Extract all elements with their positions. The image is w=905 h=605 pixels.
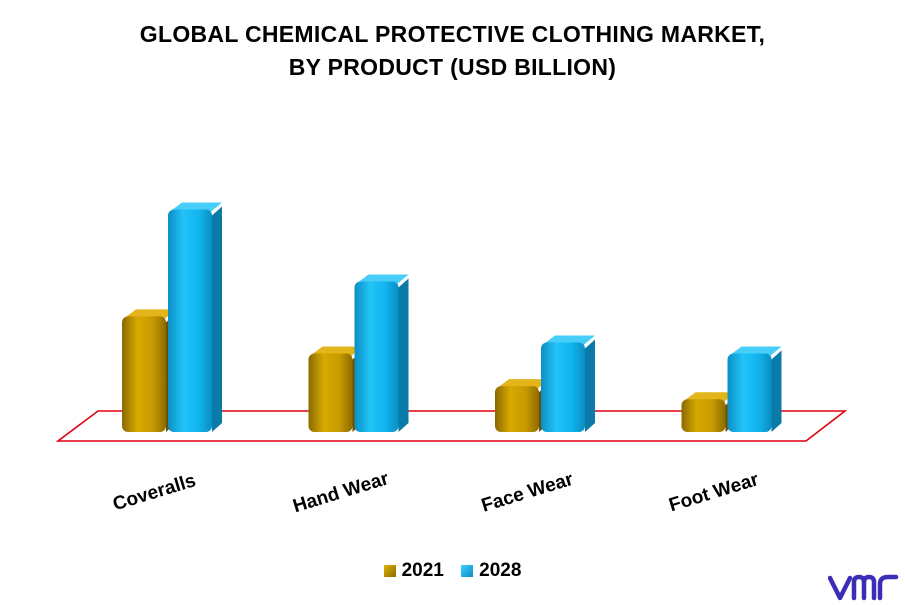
chart-title: GLOBAL CHEMICAL PROTECTIVE CLOTHING MARK… (0, 18, 905, 84)
bar-2028-hand-wear (354, 274, 409, 432)
legend-item-2021: 2021 (383, 560, 444, 582)
legend-swatch-2028 (461, 565, 474, 577)
legend-label-2021: 2021 (401, 560, 444, 581)
bar-2021-hand-wear (308, 346, 363, 432)
chart-floor (55, 410, 848, 442)
chart-title-line-1: GLOBAL CHEMICAL PROTECTIVE CLOTHING MARK… (139, 21, 766, 47)
vmr-logo (828, 574, 899, 601)
category-label-foot-wear: Foot Wear (667, 469, 762, 516)
bar-2021-coveralls (122, 309, 176, 432)
legend-item-2028: 2028 (461, 560, 521, 582)
chart-title-line-2: BY PRODUCT (USD BILLION) (288, 54, 617, 80)
chart-legend: 2021 2028 (0, 560, 905, 583)
bar-2021-face-wear (495, 379, 549, 432)
category-label-coveralls: Coveralls (110, 470, 198, 515)
bar-2028-foot-wear (727, 346, 782, 432)
category-label-face-wear: Face Wear (479, 469, 576, 517)
bar-2028-coveralls (168, 202, 222, 432)
legend-label-2028: 2028 (479, 560, 522, 581)
bar-2028-face-wear (541, 335, 595, 432)
category-label-hand-wear: Hand Wear (291, 468, 392, 517)
bar-2021-foot-wear (681, 392, 736, 432)
legend-swatch-2021 (383, 565, 396, 577)
